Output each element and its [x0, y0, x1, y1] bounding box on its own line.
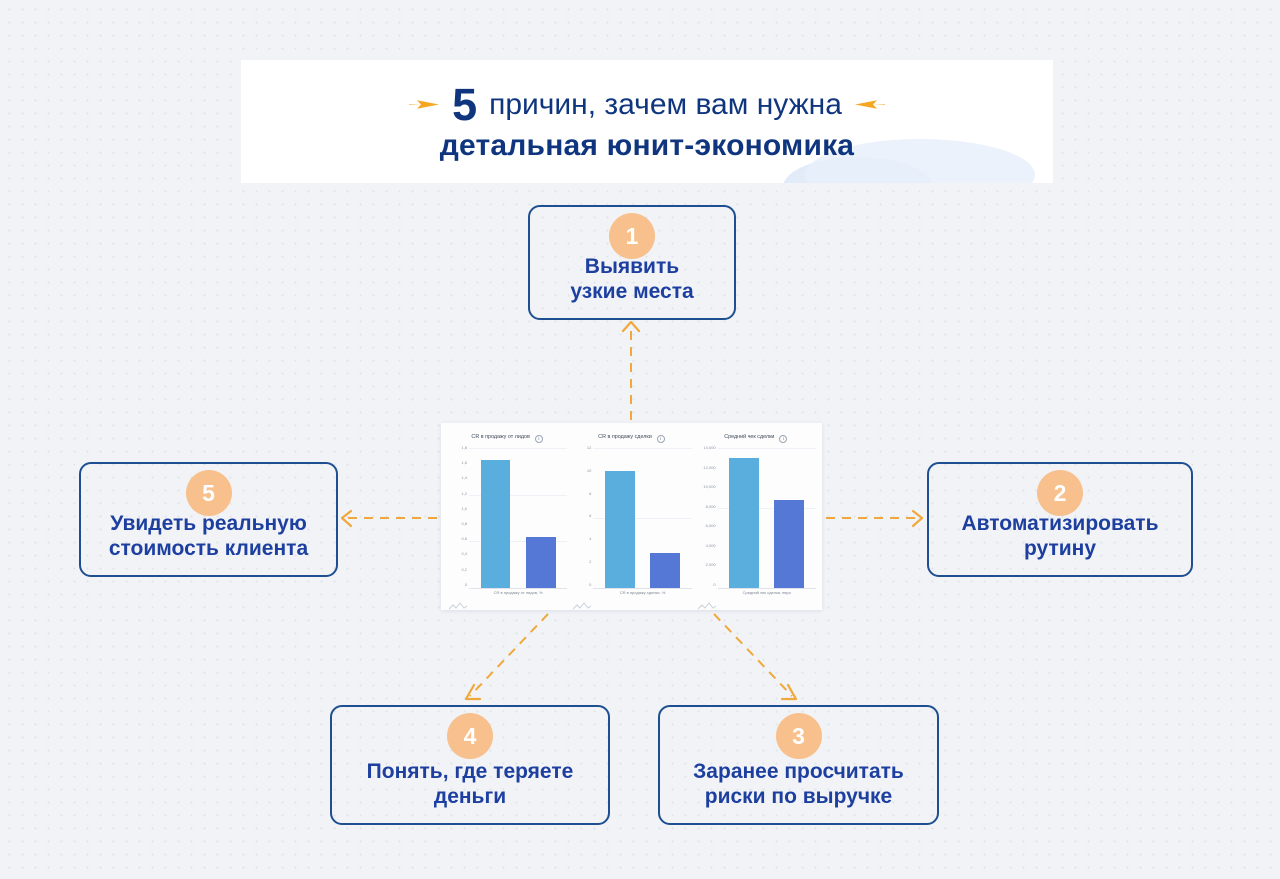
- arrow-ornament-left-icon: [409, 100, 440, 109]
- node-label-1: Выявить узкие места: [570, 254, 694, 304]
- y-axis-3: 14,000 12,000 10,000 8,000 6,000 4,000 2…: [696, 445, 718, 589]
- arrowhead-node-2: [911, 509, 924, 528]
- chart-title-2: CR в продажу сделки: [598, 434, 652, 440]
- y-tick: 1,0: [461, 505, 467, 511]
- y-tick: 1,2: [461, 490, 467, 496]
- chart-panel-3: Средний чек сделки i 14,000 12,000 10,00…: [694, 430, 818, 610]
- y-tick: 2,000: [705, 562, 716, 568]
- chart-footer-2: [572, 597, 691, 610]
- chart-panel-2: CR в продажу сделки i 12 10 8 6 4 2 0: [569, 430, 693, 610]
- banner-number: 5: [452, 79, 477, 130]
- node-box-5[interactable]: 5 Увидеть реальную стоимость клиента: [79, 462, 338, 577]
- chart-footer-3: [697, 597, 816, 610]
- node-box-3[interactable]: 3 Заранее просчитать риски по выручке: [658, 705, 939, 825]
- connector-center-to-node-3: [713, 613, 793, 697]
- info-icon-2[interactable]: i: [656, 435, 665, 443]
- plot-area-1: [469, 448, 568, 589]
- y-tick: 0,2: [461, 566, 467, 572]
- node-badge-5: 5: [185, 470, 232, 516]
- node-box-4[interactable]: 4 Понять, где теряете деньги: [330, 705, 610, 825]
- y-tick: 1,6: [461, 460, 467, 466]
- header-banner: 5 причин, зачем вам нужна детальная юнит…: [241, 60, 1053, 183]
- plot-area-3: [717, 448, 816, 589]
- node-box-2[interactable]: 2 Автоматизировать рутину: [927, 462, 1193, 577]
- arrowhead-node-4: [464, 683, 482, 701]
- y-tick: 1,8: [461, 445, 467, 450]
- plot-area-2: [593, 448, 692, 589]
- y-tick: 2: [589, 558, 592, 564]
- y-tick: 12: [586, 445, 592, 450]
- y-tick: 0,4: [461, 551, 467, 557]
- node-box-1[interactable]: 1 Выявить узкие места: [528, 205, 736, 320]
- node-label-2: Автоматизировать рутину: [961, 511, 1159, 561]
- bar-series-1: [480, 459, 511, 588]
- info-icon-1[interactable]: i: [534, 435, 543, 443]
- chart-footer-1: [448, 597, 567, 610]
- y-tick: 0: [464, 581, 467, 587]
- y-tick: 10: [586, 467, 592, 473]
- arrowhead-node-5: [340, 509, 353, 528]
- node-badge-2: 2: [1037, 470, 1083, 516]
- y-tick: 12,000: [703, 464, 716, 470]
- y-tick: 1,4: [461, 475, 467, 481]
- chart-xlabel-1: CR в продажу от лидов, %: [493, 591, 543, 596]
- sparkline-icon-1: [448, 602, 468, 610]
- bar-series-1: [605, 471, 635, 588]
- node-badge-3: 3: [775, 713, 822, 759]
- sparkline-icon-2: [572, 602, 592, 610]
- central-dashboard-chart: CR в продажу от лидов i 1,8 1,6 1,4 1,2 …: [441, 423, 822, 610]
- connector-center-to-node-4: [469, 613, 549, 697]
- y-axis-2: 12 10 8 6 4 2 0: [571, 445, 593, 589]
- node-label-3: Заранее просчитать риски по выручке: [693, 759, 904, 809]
- chart-panel-1: CR в продажу от лидов i 1,8 1,6 1,4 1,2 …: [445, 430, 569, 610]
- chart-xlabel-2: CR в продажу сделки, %: [619, 591, 666, 596]
- y-tick: 10,000: [703, 484, 716, 490]
- banner-text-line-1: причин, зачем вам нужна: [489, 87, 842, 121]
- arrowhead-node-3: [780, 683, 798, 701]
- chart-title-3: Средний чек сделки: [724, 434, 775, 440]
- bar-series-2: [774, 499, 805, 588]
- sparkline-icon-3: [697, 602, 716, 610]
- y-tick: 0: [589, 581, 592, 587]
- bar-series-1: [729, 458, 760, 588]
- node-badge-1: 1: [609, 213, 655, 259]
- y-tick: 0,8: [461, 520, 467, 526]
- y-tick: 0: [713, 581, 716, 587]
- bar-series-2: [650, 552, 680, 588]
- y-tick: 6: [589, 513, 592, 519]
- y-tick: 4: [589, 536, 592, 542]
- bar-series-2: [525, 536, 556, 588]
- banner-text-line-2: детальная юнит-экономика: [439, 129, 855, 162]
- y-tick: 0,6: [461, 536, 467, 542]
- info-icon-3[interactable]: i: [779, 435, 788, 443]
- y-tick: 6,000: [705, 523, 716, 529]
- y-axis-1: 1,8 1,6 1,4 1,2 1,0 0,8 0,6 0,4 0,2 0: [447, 445, 469, 589]
- node-label-5: Увидеть реальную стоимость клиента: [108, 511, 309, 561]
- chart-title-1: CR в продажу от лидов: [471, 434, 530, 440]
- arrow-ornament-right-icon: [854, 100, 885, 109]
- y-tick: 8,000: [705, 503, 716, 509]
- chart-xlabel-3: Средний чек сделки, евро: [742, 591, 791, 596]
- y-tick: 4,000: [705, 542, 716, 548]
- y-tick: 14,000: [703, 445, 716, 450]
- node-badge-4: 4: [447, 713, 493, 759]
- y-tick: 8: [589, 490, 592, 496]
- node-label-4: Понять, где теряете деньги: [366, 759, 574, 809]
- arrowhead-node-1: [621, 320, 641, 333]
